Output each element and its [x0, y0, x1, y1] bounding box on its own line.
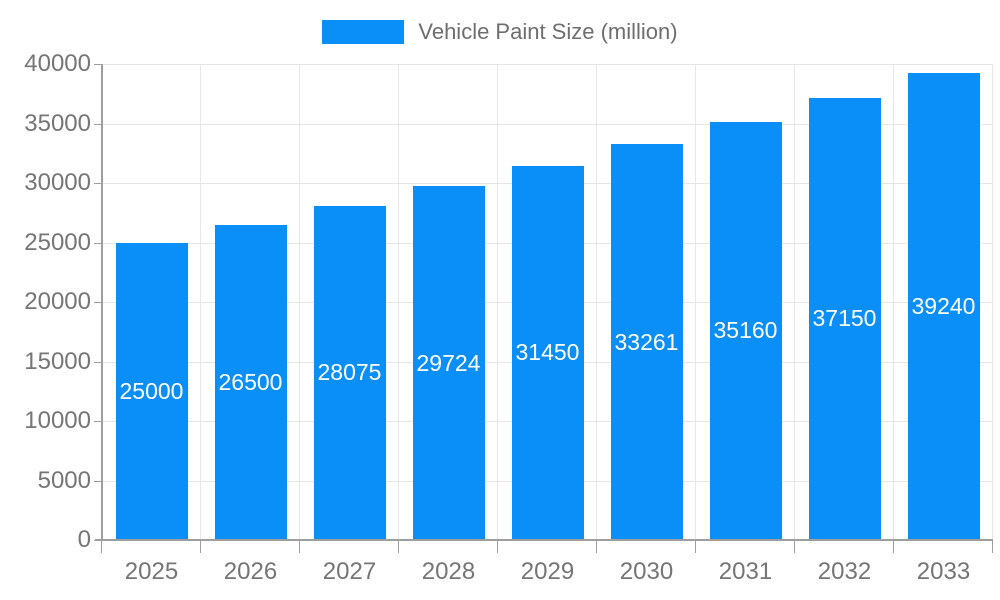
- y-tick-10000: [94, 421, 101, 422]
- gridline-x-2: [299, 64, 300, 540]
- y-tick-15000: [94, 361, 101, 363]
- x-tick-8: [893, 541, 894, 553]
- bar-2030[interactable]: 33261: [610, 144, 683, 540]
- x-tick-9: [992, 541, 993, 553]
- gridline-x-8: [893, 64, 894, 540]
- y-axis-label-5000: 5000: [37, 466, 91, 494]
- gridline-x-5: [596, 64, 597, 540]
- x-axis-label-2033: 2033: [916, 558, 971, 585]
- y-tick-5000: [94, 480, 101, 482]
- y-tick-35000: [94, 123, 101, 125]
- bar-value-label: 37150: [812, 305, 877, 332]
- y-axis-label-40000: 40000: [24, 50, 91, 77]
- y-axis-label-10000: 10000: [24, 407, 91, 434]
- bar-value-label: 33261: [614, 328, 679, 355]
- gridline-y-40000: [102, 64, 993, 65]
- gridline-x-7: [794, 64, 795, 540]
- x-axis-label-2025: 2025: [124, 558, 179, 585]
- bar-value-label: 31450: [515, 339, 580, 366]
- y-axis-label-20000: 20000: [24, 288, 91, 315]
- y-tick-40000: [94, 64, 101, 65]
- y-axis-label-0: 0: [77, 526, 91, 553]
- x-tick-3: [398, 541, 399, 553]
- bar-value-label: 25000: [119, 377, 184, 404]
- x-tick-6: [695, 541, 696, 553]
- bar-2031[interactable]: 35160: [709, 121, 782, 540]
- bar-2033[interactable]: 39240: [907, 73, 980, 540]
- x-tick-1: [200, 541, 201, 553]
- x-axis-label-2030: 2030: [619, 558, 674, 585]
- bar-2029[interactable]: 31450: [511, 165, 584, 540]
- x-tick-7: [794, 541, 795, 553]
- x-axis-label-2032: 2032: [817, 558, 872, 585]
- x-tick-2: [299, 541, 300, 553]
- bar-2028[interactable]: 29724: [412, 186, 485, 540]
- legend-label: Vehicle Paint Size (million): [418, 19, 678, 44]
- y-axis-label-30000: 30000: [24, 169, 91, 196]
- bar-value-label: 29724: [416, 349, 481, 376]
- bar-2026[interactable]: 26500: [214, 224, 287, 540]
- x-axis-label-2026: 2026: [223, 558, 278, 585]
- x-tick-4: [497, 541, 498, 553]
- x-axis-label-2029: 2029: [520, 558, 575, 585]
- bar-value-label: 35160: [713, 317, 778, 344]
- bar-2025[interactable]: 25000: [115, 242, 188, 540]
- bar-2032[interactable]: 37150: [808, 97, 881, 540]
- x-axis-label-2027: 2027: [322, 558, 377, 585]
- legend-swatch: [322, 20, 405, 44]
- gridline-x-3: [398, 64, 399, 540]
- y-axis-label-25000: 25000: [24, 228, 91, 256]
- y-axis-line: [101, 64, 103, 540]
- gridline-x-4: [497, 64, 498, 540]
- y-tick-20000: [94, 302, 101, 303]
- x-axis-line: [95, 539, 993, 541]
- gridline-y-35000: [102, 123, 993, 125]
- gridline-x-9: [992, 64, 993, 540]
- x-axis-label-2028: 2028: [421, 558, 476, 585]
- y-tick-30000: [94, 183, 101, 184]
- x-tick-5: [596, 541, 597, 553]
- plot-area: 25000 26500 28075 29724 31450 33261 35160 37150…: [95, 64, 993, 541]
- y-axis-label-15000: 15000: [24, 347, 91, 375]
- legend[interactable]: Vehicle Paint Size (million): [0, 19, 1000, 45]
- gridline-x-6: [695, 64, 696, 540]
- gridline-x-1: [200, 64, 201, 540]
- y-tick-25000: [94, 242, 101, 244]
- bar-value-label: 39240: [911, 293, 976, 319]
- x-axis-label-2031: 2031: [718, 558, 773, 585]
- bar-value-label: 28075: [317, 359, 382, 386]
- bar-2027[interactable]: 28075: [313, 205, 386, 540]
- x-tick-0: [101, 541, 102, 553]
- bar-value-label: 26500: [218, 368, 283, 395]
- y-axis-label-35000: 35000: [24, 109, 91, 137]
